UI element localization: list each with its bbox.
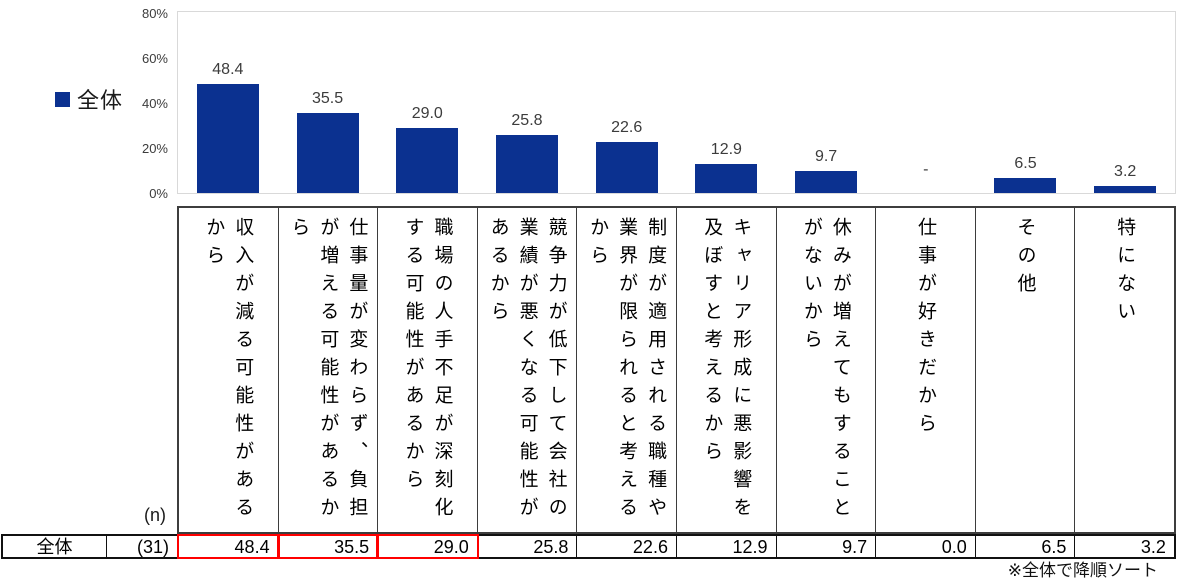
bar-value-label: 6.5 xyxy=(1014,155,1037,172)
bar-slot: 9.7 xyxy=(776,12,876,193)
category-cell: 収入が減る可能性がある から xyxy=(179,208,278,532)
summary-value-cell: 25.8 xyxy=(476,536,577,557)
bar-value-label: 9.7 xyxy=(814,148,838,165)
category-cell: 制度が適用される職種や 業界が限られると考える から xyxy=(576,208,676,532)
bar-slot: 25.8 xyxy=(477,12,577,193)
bar-slot: 12.9 xyxy=(677,12,777,193)
bar xyxy=(196,84,259,193)
category-label: 制度が適用される職種や 業界が限られると考える から xyxy=(587,217,667,525)
summary-value: 29.0 xyxy=(433,536,469,557)
bar xyxy=(296,113,359,193)
legend: 全体 xyxy=(55,83,123,115)
category-label: 休みが増えてもすること がないから xyxy=(800,217,851,525)
summary-value: 9.7 xyxy=(842,536,868,557)
y-tick-20: 20% xyxy=(141,141,168,156)
bar-value-label: 25.8 xyxy=(511,112,543,129)
legend-swatch xyxy=(55,91,70,107)
bar-slot: 22.6 xyxy=(577,12,677,193)
summary-value-cell: 12.9 xyxy=(675,536,776,557)
summary-row-header: 全体 xyxy=(36,536,73,557)
bar-slot: 29.0 xyxy=(377,12,477,193)
summary-value: 0.0 xyxy=(941,536,967,557)
bar-value-label: 29.0 xyxy=(411,105,443,122)
summary-value-cell: 29.0 xyxy=(376,534,479,559)
y-tick-0: 0% xyxy=(149,186,168,201)
bar xyxy=(1094,186,1157,193)
n-caption: (n) xyxy=(144,505,166,525)
bar-slot: 48.4 xyxy=(178,12,278,193)
bar-value-label: 12.9 xyxy=(710,141,742,158)
category-label: キャリア形成に悪影響を 及ぼすと考えるから xyxy=(701,217,752,525)
category-cell: その他 xyxy=(974,208,1075,532)
summary-value: 6.5 xyxy=(1041,536,1067,557)
category-label: 特にない xyxy=(1114,217,1136,329)
plot-area: 48.4 35.5 29.0 25.8 22.6 12.9 9.7 - 6.5 … xyxy=(177,11,1176,194)
bar xyxy=(495,135,558,193)
bar-value-label: 3.2 xyxy=(1114,163,1137,180)
summary-value: 3.2 xyxy=(1140,536,1166,557)
summary-value-cell: 48.4 xyxy=(177,534,280,559)
category-label: 競争力が低下して会社の 業績が悪くなる可能性が あるから xyxy=(487,217,567,525)
category-cell: 職場の人手不足が深刻化 する可能性があるから xyxy=(377,208,477,532)
y-tick-60: 60% xyxy=(141,51,168,66)
bar-value-label: 35.5 xyxy=(311,90,344,107)
summary-value: 12.9 xyxy=(732,536,768,557)
summary-value-cell: 22.6 xyxy=(576,536,676,557)
bar-slot: 6.5 xyxy=(976,12,1076,193)
bar xyxy=(795,171,858,193)
category-label: 職場の人手不足が深刻化 する可能性があるから xyxy=(402,217,453,525)
bar xyxy=(994,178,1057,193)
category-cell: 特にない xyxy=(1074,208,1174,532)
y-tick-40: 40% xyxy=(141,96,168,111)
summary-value-cell: 0.0 xyxy=(875,536,975,557)
summary-n-cell: (31) xyxy=(106,536,178,557)
bar-value-label: 22.6 xyxy=(611,119,643,136)
summary-value-cell: 6.5 xyxy=(974,536,1075,557)
category-table: 収入が減る可能性がある から 仕事量が変わらず、負担 が増える可能性があるか ら… xyxy=(177,206,1176,534)
bar-slot: 3.2 xyxy=(1075,12,1175,193)
category-cell: キャリア形成に悪影響を 及ぼすと考えるから xyxy=(675,208,776,532)
category-cell: 競争力が低下して会社の 業績が悪くなる可能性が あるから xyxy=(476,208,577,532)
bar-value-label: - xyxy=(923,161,929,178)
category-cell: 仕事が好きだから xyxy=(875,208,975,532)
bar xyxy=(396,128,459,193)
summary-value: 22.6 xyxy=(632,536,668,557)
summary-value-cell: 9.7 xyxy=(775,536,876,557)
bar-slot: 35.5 xyxy=(278,12,378,193)
bar xyxy=(695,164,758,193)
summary-value-cell: 35.5 xyxy=(276,534,380,559)
y-tick-80: 80% xyxy=(141,6,168,21)
summary-value: 35.5 xyxy=(334,536,370,557)
category-cell: 休みが増えてもすること がないから xyxy=(775,208,876,532)
legend-label: 全体 xyxy=(77,88,124,113)
category-label: その他 xyxy=(1014,217,1036,301)
bar xyxy=(595,142,658,193)
bar-value-label: 48.4 xyxy=(212,61,244,78)
summary-value: 25.8 xyxy=(533,536,569,557)
category-cell: 仕事量が変わらず、負担 が増える可能性があるか ら xyxy=(277,208,378,532)
summary-value: 48.4 xyxy=(234,536,270,557)
category-label: 仕事が好きだから xyxy=(914,217,936,441)
category-label: 仕事量が変わらず、負担 が増える可能性があるか ら xyxy=(288,217,368,525)
category-label: 収入が減る可能性がある から xyxy=(203,217,254,525)
footnote: ※全体で降順ソート xyxy=(1007,561,1158,580)
bar-slot: - xyxy=(876,12,976,193)
summary-value-cell: 3.2 xyxy=(1074,536,1174,557)
